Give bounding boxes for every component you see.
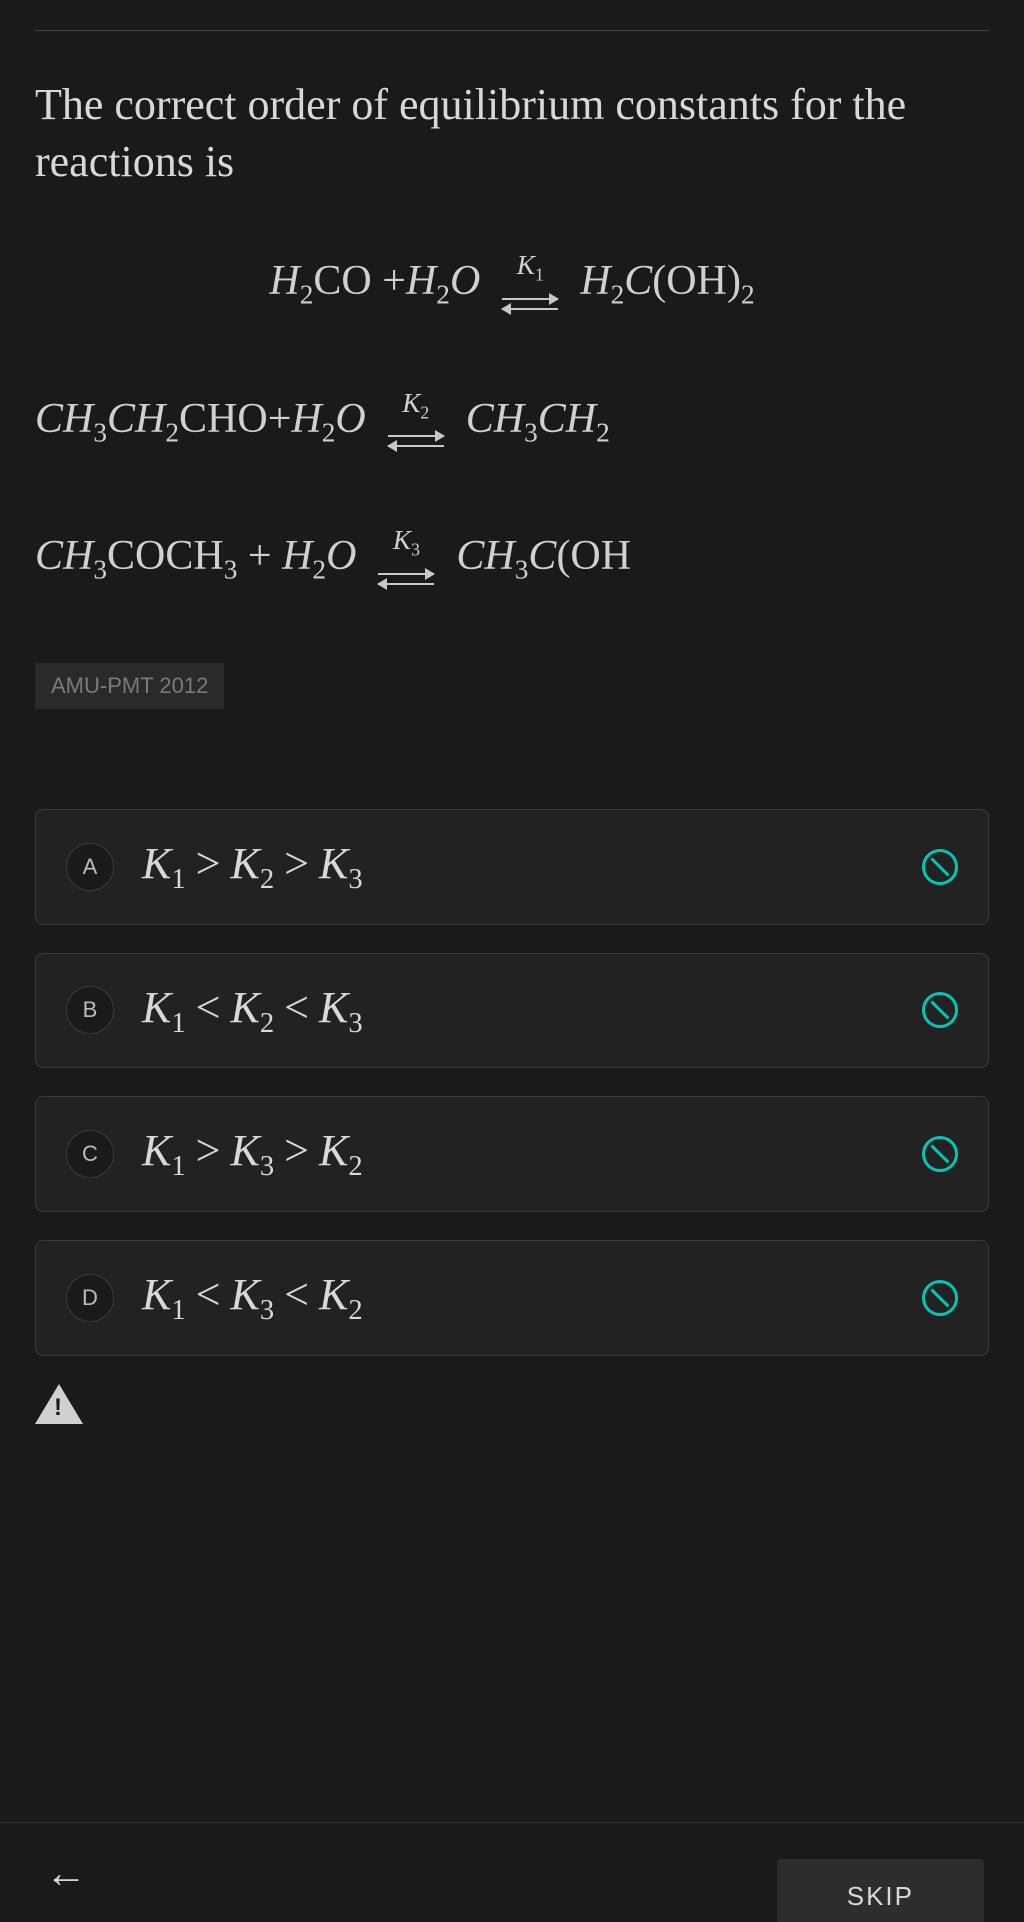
option-letter: A <box>66 843 114 891</box>
warning-icon <box>35 1384 83 1424</box>
equilibrium-arrow-2: K2 <box>388 388 444 455</box>
back-button[interactable]: ← <box>45 1849 87 1897</box>
option-c[interactable]: C K1>K3>K2 <box>35 1096 989 1212</box>
option-d[interactable]: D K1<K3<K2 <box>35 1240 989 1356</box>
option-letter: C <box>66 1130 114 1178</box>
equations-block: H2CO +H2O K1 H2C(OH)2 CH3CH2CHO+H2O K2 C… <box>35 250 989 592</box>
option-text: K1<K2<K3 <box>142 982 922 1040</box>
option-b[interactable]: B K1<K2<K3 <box>35 953 989 1069</box>
equation-2: CH3CH2CHO+H2O K2 CH3CH2 <box>35 388 989 455</box>
top-divider <box>35 30 989 31</box>
strike-icon[interactable] <box>922 992 958 1028</box>
equilibrium-arrow-1: K1 <box>502 250 558 317</box>
option-text: K1>K2>K3 <box>142 838 922 896</box>
option-text: K1>K3>K2 <box>142 1125 922 1183</box>
option-text: K1<K3<K2 <box>142 1269 922 1327</box>
question-text: The correct order of equilibrium constan… <box>35 76 989 190</box>
equation-1: H2CO +H2O K1 H2C(OH)2 <box>35 250 989 317</box>
equilibrium-arrow-3: K3 <box>378 525 434 592</box>
skip-button[interactable]: SKIP <box>777 1859 984 1922</box>
options-list: A K1>K2>K3 B K1<K2<K3 C K1>K3>K2 D K1<K3… <box>35 809 989 1356</box>
option-letter: B <box>66 986 114 1034</box>
equation-3: CH3COCH3 + H2O K3 CH3C(OH <box>35 525 989 592</box>
bottom-bar: ← SKIP <box>0 1822 1024 1922</box>
source-tag: AMU-PMT 2012 <box>35 663 224 709</box>
report-warning[interactable] <box>35 1384 989 1424</box>
strike-icon[interactable] <box>922 849 958 885</box>
option-a[interactable]: A K1>K2>K3 <box>35 809 989 925</box>
strike-icon[interactable] <box>922 1136 958 1172</box>
strike-icon[interactable] <box>922 1280 958 1316</box>
option-letter: D <box>66 1274 114 1322</box>
